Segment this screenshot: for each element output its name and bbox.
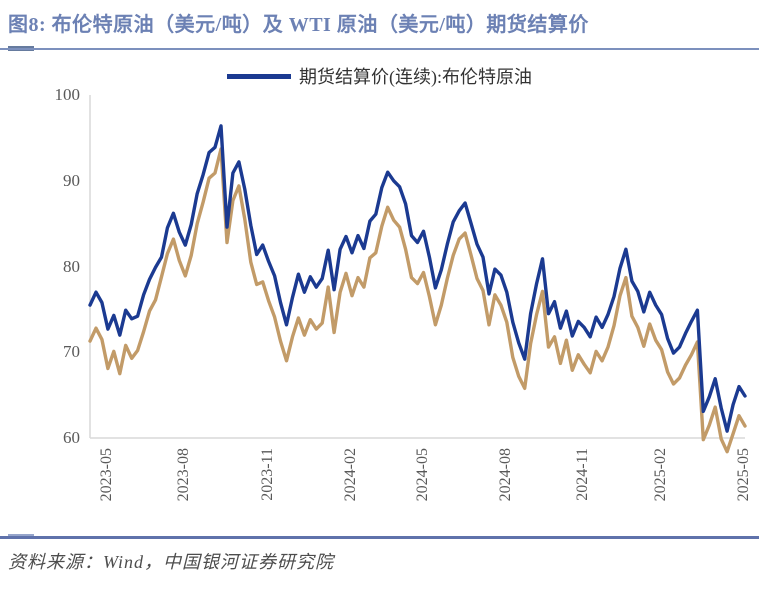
x-tick-2023-08: 2023-08 <box>175 448 193 502</box>
y-tick-80: 80 <box>63 256 80 276</box>
title-divider-line <box>0 48 759 50</box>
x-tick-2023-11: 2023-11 <box>258 448 276 501</box>
title-divider <box>0 46 759 52</box>
brent-legend-label: 期货结算价(连续):布伦特原油 <box>299 67 532 87</box>
y-tick-90: 90 <box>63 170 80 190</box>
chart-legend: 期货结算价(连续):布伦特原油 <box>0 64 759 88</box>
brent-legend-swatch <box>227 73 291 79</box>
x-tick-2024-05: 2024-05 <box>413 448 431 502</box>
x-tick-2025-05: 2025-05 <box>735 448 753 502</box>
source-divider-line <box>0 536 759 539</box>
x-tick-2024-11: 2024-11 <box>574 448 592 501</box>
y-tick-70: 70 <box>63 342 80 362</box>
x-tick-2025-02: 2025-02 <box>651 448 669 502</box>
line-chart <box>88 95 747 454</box>
wti-line <box>88 147 747 454</box>
source-note: 资料来源：Wind，中国银河证券研究院 <box>8 552 335 572</box>
brent-line <box>88 124 747 433</box>
chart-area: 60 70 80 90 100 2023-05 2023-08 2023-11 2024-02… <box>0 64 759 502</box>
figure-title: 图8: 布伦特原油（美元/吨）及 WTI 原油（美元/吨）期货结算价 <box>8 14 589 36</box>
x-tick-2024-02: 2024-02 <box>342 448 360 502</box>
x-tick-2024-08: 2024-08 <box>496 448 514 502</box>
source-divider <box>0 534 759 540</box>
y-tick-60: 60 <box>63 428 80 447</box>
x-tick-2023-05: 2023-05 <box>98 448 115 502</box>
y-tick-100: 100 <box>54 85 81 104</box>
